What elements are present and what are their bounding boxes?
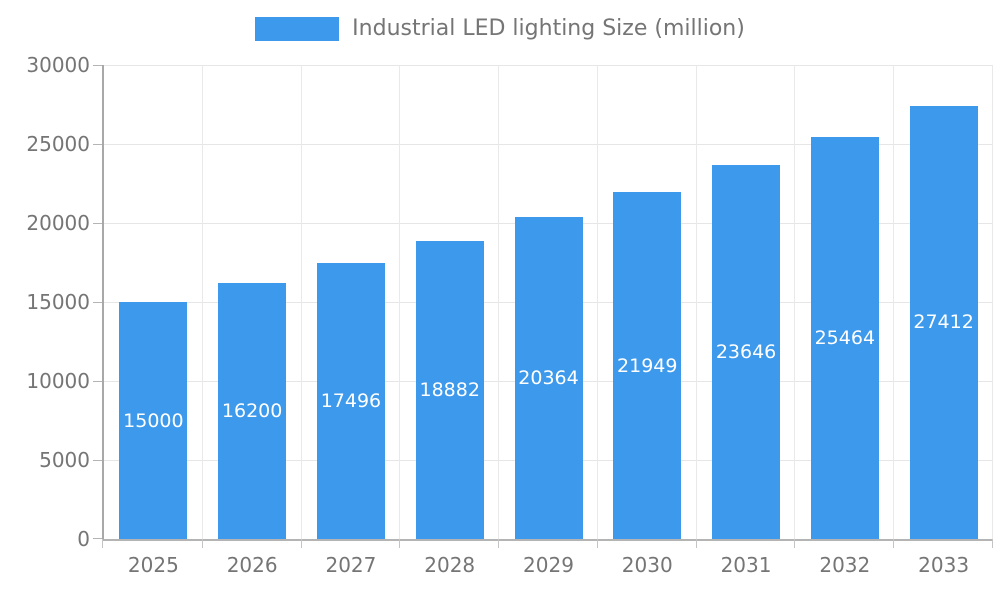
x-gridline (596, 65, 598, 539)
y-axis-label: 5000 (39, 448, 90, 472)
bar-value-label: 21949 (617, 354, 678, 377)
x-axis-label: 2030 (621, 553, 673, 577)
plot-area: 0 5000 10000 15000 20000 25000 30000 15000 2025 1… (26, 53, 993, 577)
x-gridline (201, 65, 203, 539)
y-axis-tick (93, 223, 102, 224)
y-axis-tick (93, 302, 102, 303)
y-axis-label: 0 (77, 527, 90, 551)
x-axis-label: 2031 (720, 553, 772, 577)
x-axis-tick (992, 539, 993, 548)
bar-2032[interactable]: 25464 (810, 136, 879, 539)
x-axis-label: 2026 (226, 553, 278, 577)
bar-value-label: 17496 (320, 389, 382, 412)
x-axis-tick (695, 539, 697, 548)
bar-value-label: 27412 (913, 311, 974, 334)
x-axis-label: 2032 (819, 553, 871, 577)
y-axis-label: 15000 (26, 290, 90, 314)
x-gridline (399, 65, 401, 539)
y-axis-tick (93, 538, 102, 539)
x-axis-label: 2029 (523, 553, 574, 577)
y-gridline (104, 144, 993, 145)
y-axis-tick (93, 381, 102, 382)
x-axis-tick (102, 539, 103, 548)
bar-value-label: 25464 (814, 326, 876, 349)
x-axis-label: 2033 (918, 553, 970, 577)
bar-value-label: 18882 (419, 378, 480, 401)
x-axis-tick (893, 539, 895, 548)
bar-2026[interactable]: 16200 (218, 283, 287, 539)
y-axis-tick (93, 460, 102, 461)
bar-value-label: 23646 (715, 341, 777, 364)
x-axis-label: 2025 (127, 553, 179, 577)
legend-swatch (255, 16, 340, 41)
bar-value-label: 15000 (123, 409, 184, 432)
y-axis-label: 30000 (26, 53, 90, 77)
x-gridline (794, 65, 796, 539)
x-gridline (992, 65, 993, 539)
bar-2030[interactable]: 21949 (613, 192, 682, 539)
bar-2027[interactable]: 17496 (316, 262, 385, 539)
x-gridline (498, 65, 500, 539)
y-gridline (104, 65, 993, 66)
x-axis-label: 2027 (325, 553, 377, 577)
bar-2029[interactable]: 20364 (514, 217, 583, 539)
x-axis-label: 2028 (424, 553, 476, 577)
legend[interactable]: Industrial LED lighting Size (million) (0, 16, 1000, 41)
y-axis-tick (93, 144, 102, 145)
y-axis-tick (93, 65, 102, 66)
x-axis-tick (596, 539, 598, 548)
x-axis-tick (498, 539, 500, 548)
x-axis-tick (794, 539, 796, 548)
y-axis-label: 25000 (26, 132, 90, 156)
y-axis-label: 10000 (26, 369, 90, 393)
x-gridline (893, 65, 895, 539)
x-axis-tick (201, 539, 203, 548)
bar-value-label: 16200 (221, 400, 283, 423)
y-axis-label: 20000 (26, 211, 90, 235)
x-gridline (300, 65, 302, 539)
bar-value-label: 20364 (518, 367, 579, 390)
x-axis-tick (399, 539, 401, 548)
bar-2031[interactable]: 23646 (712, 165, 781, 539)
bar-2028[interactable]: 18882 (415, 240, 484, 539)
bar-2025[interactable]: 15000 (119, 302, 188, 539)
x-axis-tick (300, 539, 302, 548)
x-gridline (695, 65, 697, 539)
legend-label: Industrial LED lighting Size (million) (352, 16, 745, 41)
bar-2033[interactable]: 27412 (909, 105, 978, 539)
